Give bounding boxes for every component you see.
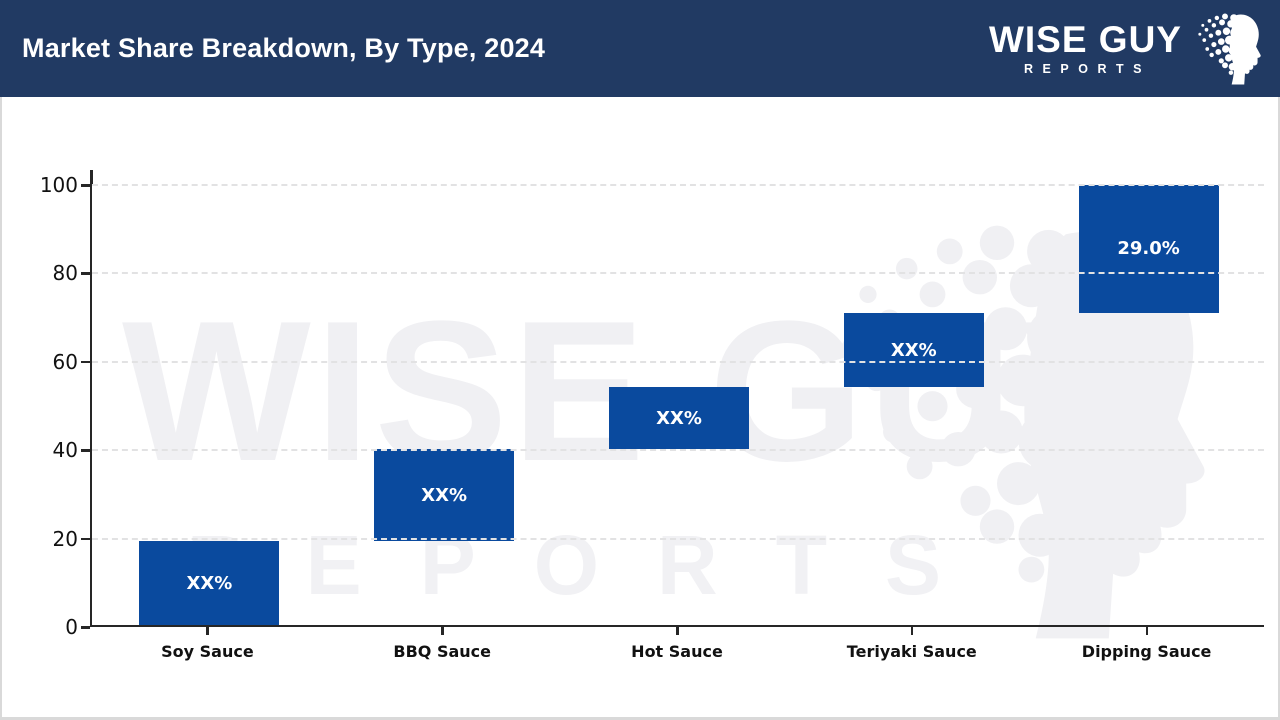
gridline [92,360,1264,363]
brand-subname: REPORTS [1024,62,1151,76]
y-tick-label: 40 [52,438,78,463]
bar-value-label: XX% [186,572,233,594]
y-tick-label: 80 [52,261,78,286]
category-label: Hot Sauce [631,642,723,661]
page-title: Market Share Breakdown, By Type, 2024 [22,33,546,63]
y-tick-label: 20 [52,526,78,551]
y-tick-mark [81,184,90,187]
x-tick-mark [206,627,209,635]
category-label: Teriyaki Sauce [846,642,977,661]
x-tick-mark [1145,627,1149,635]
y-tick-mark [81,537,90,541]
y-tick-mark [81,626,90,629]
bar: XX% [139,541,280,625]
category-label: BBQ Sauce [393,642,491,661]
y-tick-mark [81,449,90,452]
gridline [92,184,1264,186]
chart-canvas: WISE GUY REPORTS XX%XX%XX%XX%29.0% 02040… [0,97,1280,720]
bar: XX% [609,387,749,449]
gridline [92,449,1264,452]
gridline [92,272,1264,275]
bar-value-label: XX% [656,407,702,429]
bar-value-label: XX% [890,339,937,361]
bar-value-label: 29.0% [1117,238,1180,260]
y-axis-line [90,170,93,185]
category-label: Soy Sauce [161,642,254,661]
category-label: Dipping Sauce [1081,642,1212,661]
brand-text: WISE GUY REPORTS [989,21,1182,76]
bar: XX% [843,312,984,388]
y-tick-label: 60 [52,349,78,374]
bar-value-label: XX% [421,484,468,506]
y-tick-mark [81,272,90,275]
brand-name: WISE GUY [988,19,1182,60]
brand-logo: WISE GUY REPORTS [989,10,1262,88]
header-bar: Market Share Breakdown, By Type, 2024 WI… [0,0,1280,97]
y-tick-mark [81,360,90,364]
x-tick-mark [910,627,914,635]
dotted-face-icon [1188,10,1262,88]
watermark-subtext: REPORTS [187,518,1000,612]
bar: XX% [374,449,515,542]
gridline [92,537,1264,540]
plot-area: XX% XX% XX% XX% 29.0% [90,184,1264,627]
x-tick-mark [676,627,679,635]
y-tick-label: 100 [39,173,78,197]
x-tick-mark [441,627,444,635]
bar: 29.0% [1078,185,1219,313]
y-tick-label: 0 [65,615,78,639]
